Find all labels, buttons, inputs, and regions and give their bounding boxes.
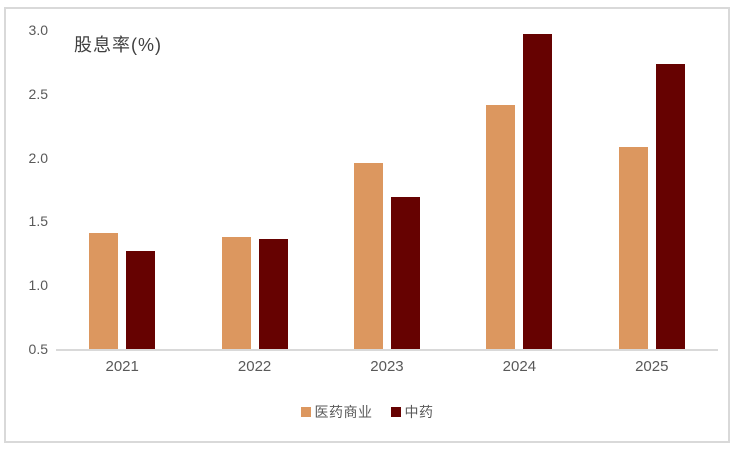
y-tick-label: 1.0	[28, 277, 48, 294]
chart-title: 股息率(%)	[74, 35, 162, 55]
bar-group-2021: 2021	[89, 30, 156, 375]
bar-group-2022: 2022	[221, 30, 288, 375]
y-tick-label: 0.5	[28, 341, 48, 357]
legend: 医药商业 中药	[6, 402, 728, 422]
bar-中药-2021	[126, 251, 156, 349]
x-axis-label: 2023	[370, 358, 404, 375]
bar-医药商业-2022	[221, 237, 251, 349]
bar-中药-2022	[258, 239, 288, 349]
y-axis: 0.5 1.0 1.5 2.0 2.5 3.0	[6, 9, 48, 441]
bar-group-2024: 2024	[486, 30, 553, 375]
bar-医药商业-2024	[486, 105, 516, 349]
legend-item-医药商业: 医药商业	[300, 402, 373, 422]
bar-中药-2023	[390, 197, 420, 349]
y-tick-label: 1.5	[28, 213, 48, 230]
x-axis-label: 2025	[635, 358, 669, 375]
legend-swatch-icon	[390, 407, 401, 417]
bar-医药商业-2021	[89, 233, 119, 349]
x-axis-label: 2022	[237, 358, 272, 375]
legend-swatch-icon	[300, 407, 311, 417]
x-axis-label: 2021	[105, 358, 139, 375]
legend-label: 中药	[404, 404, 434, 420]
y-tick-label: 2.5	[28, 85, 48, 102]
bar-group-2023: 2023	[353, 30, 420, 375]
y-tick-label: 2.0	[28, 149, 48, 166]
bar-group-2025: 2025	[618, 30, 685, 375]
y-tick-label: 3.0	[28, 22, 48, 38]
bar-医药商业-2025	[618, 147, 648, 349]
bar-中药-2025	[655, 64, 685, 349]
legend-label: 医药商业	[314, 404, 373, 420]
bar-中药-2024	[523, 34, 553, 349]
bar-医药商业-2023	[353, 163, 383, 349]
chart-frame: 股息率(%) 0.5 1.0 1.5 2.0 2.5 3.0 2021 2022 2023 20…	[4, 7, 730, 443]
plot-area: 2021 2022 2023 2024 2025	[56, 30, 718, 375]
legend-item-中药: 中药	[390, 402, 434, 422]
x-axis-label: 2024	[502, 358, 537, 375]
